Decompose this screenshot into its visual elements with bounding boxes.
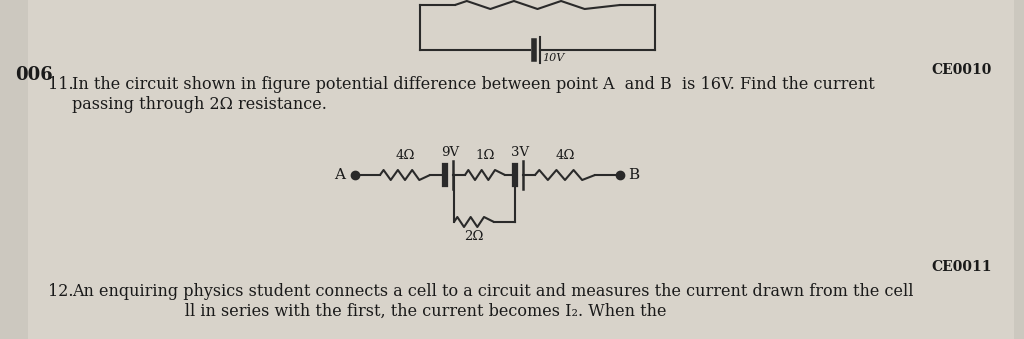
Text: 100Ω: 100Ω [522,0,553,2]
Text: 11.: 11. [48,76,74,93]
Text: 1Ω: 1Ω [475,149,495,162]
Text: A: A [334,168,345,182]
Text: 2Ω: 2Ω [464,230,483,243]
Text: 10V: 10V [543,53,565,63]
Text: 4Ω: 4Ω [555,149,574,162]
Text: 006: 006 [15,66,53,84]
Text: passing through 2Ω resistance.: passing through 2Ω resistance. [72,96,327,113]
Text: 4Ω: 4Ω [395,149,415,162]
Text: ll in series with the first, the current becomes I₂. When the: ll in series with the first, the current… [72,303,667,320]
Text: B: B [628,168,639,182]
Text: An enquiring physics student connects a cell to a circuit and measures the curre: An enquiring physics student connects a … [72,283,913,300]
Text: CE0011: CE0011 [932,260,992,274]
Text: 9V: 9V [441,146,459,159]
FancyBboxPatch shape [28,0,1014,339]
Text: CE0010: CE0010 [932,63,992,77]
Text: In the circuit shown in figure potential difference between point A  and B  is 1: In the circuit shown in figure potential… [72,76,874,93]
Text: 3V: 3V [511,146,529,159]
Text: 12.: 12. [48,283,74,300]
